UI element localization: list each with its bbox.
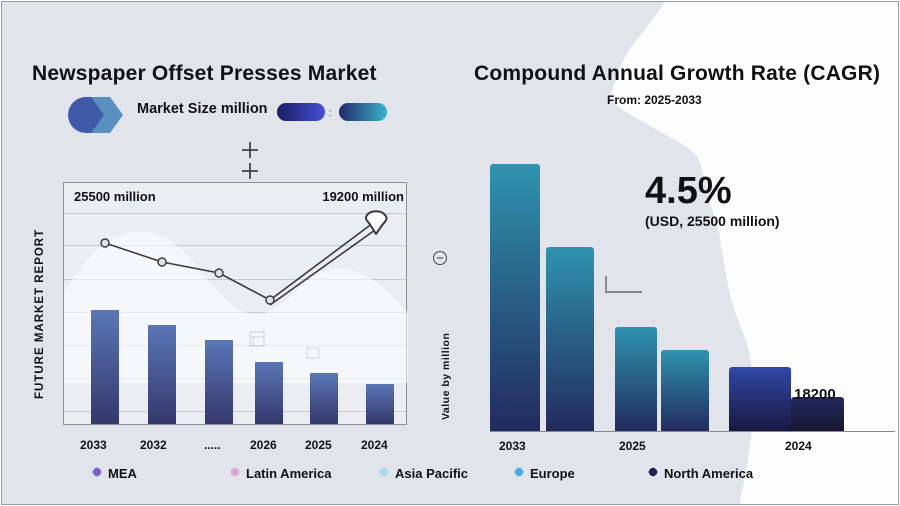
- svg-text::: :: [329, 108, 332, 119]
